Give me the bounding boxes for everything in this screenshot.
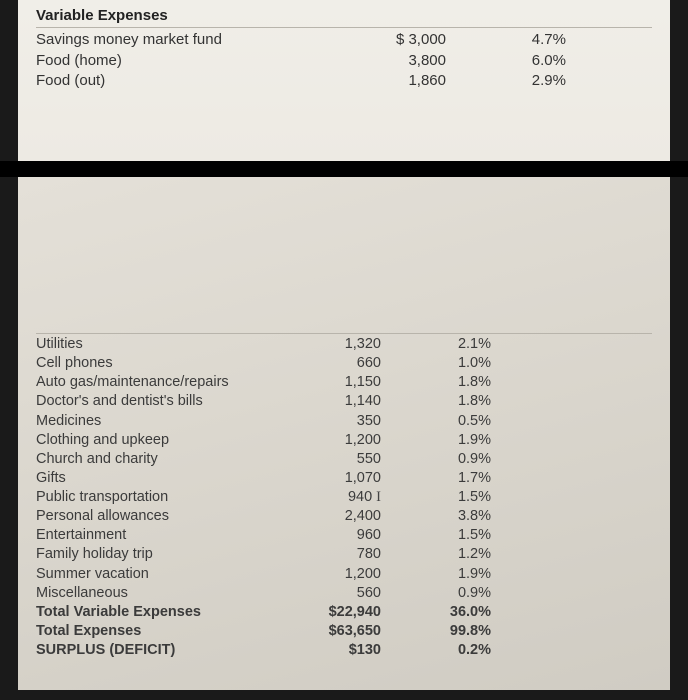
bottom.rows-label: Miscellaneous — [36, 584, 271, 603]
bottom.rows-row: Entertainment9601.5% — [36, 526, 652, 545]
bottom.rows-label: Family holiday trip — [36, 545, 271, 564]
bottom.rows-percent: 0.9% — [391, 584, 491, 603]
bottom.rows-row: Summer vacation1,2001.9% — [36, 565, 652, 584]
bottom.rows-row: Doctor's and dentist's bills1,1401.8% — [36, 392, 652, 411]
bottom.totals-percent: 0.2% — [391, 641, 491, 660]
bottom.rows-row: Auto gas/maintenance/repairs1,1501.8% — [36, 373, 652, 392]
bottom.rows-row: Public transportation940I1.5% — [36, 488, 652, 507]
bottom.rows-label: Entertainment — [36, 526, 271, 545]
top.rows-amount: 1,860 — [306, 71, 456, 91]
bottom.rows-amount: 1,320 — [271, 335, 391, 354]
bottom.totals-row: SURPLUS (DEFICIT)$1300.2% — [36, 641, 652, 660]
bottom.rows-percent: 1.5% — [391, 488, 491, 507]
top.rows-amount: $ 3,000 — [306, 30, 456, 50]
bottom.rows-row: Clothing and upkeep1,2001.9% — [36, 431, 652, 450]
top.rows-row: Food (home)3,8006.0% — [36, 51, 652, 71]
bottom.rows-label: Personal allowances — [36, 507, 271, 526]
top.rows-row: Food (out)1,8602.9% — [36, 71, 652, 91]
bottom.rows-row: Church and charity5500.9% — [36, 450, 652, 469]
variable-expenses-header: Variable Expenses — [36, 6, 652, 28]
header-label: Variable Expenses — [36, 6, 306, 26]
bottom.rows-row: Personal allowances2,4003.8% — [36, 507, 652, 526]
bottom-section: Utilities1,3202.1%Cell phones6601.0%Auto… — [18, 177, 670, 690]
bottom.rows-amount: 350 — [271, 412, 391, 431]
top-section: Variable Expenses Savings money market f… — [18, 0, 670, 161]
page-divider — [0, 161, 688, 177]
bottom.rows-amount: 940I — [271, 488, 391, 507]
bottom.rows-percent: 1.9% — [391, 431, 491, 450]
bottom.rows-percent: 3.8% — [391, 507, 491, 526]
text-cursor-icon: I — [376, 489, 381, 505]
rule-line — [36, 333, 652, 334]
bottom.rows-amount: 550 — [271, 450, 391, 469]
bottom.rows-label: Gifts — [36, 469, 271, 488]
bottom.rows-percent: 0.5% — [391, 412, 491, 431]
bottom.rows-label: Utilities — [36, 335, 271, 354]
top.rows-percent: 2.9% — [456, 71, 566, 91]
top.rows-label: Savings money market fund — [36, 30, 306, 50]
bottom.rows-row: Medicines3500.5% — [36, 412, 652, 431]
bottom.totals-row: Total Expenses$63,65099.8% — [36, 622, 652, 641]
bottom.totals-label: SURPLUS (DEFICIT) — [36, 641, 271, 660]
bottom.rows-label: Cell phones — [36, 354, 271, 373]
bottom.rows-row: Gifts1,0701.7% — [36, 469, 652, 488]
bottom.rows-label: Public transportation — [36, 488, 271, 507]
bottom.rows-amount: 2,400 — [271, 507, 391, 526]
bottom.rows-label: Doctor's and dentist's bills — [36, 392, 271, 411]
bottom.totals-label: Total Expenses — [36, 622, 271, 641]
bottom.rows-amount: 960 — [271, 526, 391, 545]
bottom.rows-percent: 1.5% — [391, 526, 491, 545]
bottom.rows-row: Family holiday trip7801.2% — [36, 545, 652, 564]
bottom.rows-label: Medicines — [36, 412, 271, 431]
bottom.rows-amount: 1,070 — [271, 469, 391, 488]
bottom.totals-percent: 36.0% — [391, 603, 491, 622]
bottom.rows-label: Summer vacation — [36, 565, 271, 584]
bottom.rows-percent: 2.1% — [391, 335, 491, 354]
bottom.rows-percent: 0.9% — [391, 450, 491, 469]
top.rows-row: Savings money market fund$ 3,0004.7% — [36, 30, 652, 50]
bottom.rows-amount: 1,200 — [271, 431, 391, 450]
bottom.totals-amount: $130 — [271, 641, 391, 660]
bottom.rows-percent: 1.8% — [391, 392, 491, 411]
bottom.rows-percent: 1.8% — [391, 373, 491, 392]
bottom.rows-amount: 660 — [271, 354, 391, 373]
bottom.totals-amount: $22,940 — [271, 603, 391, 622]
bottom.rows-label: Clothing and upkeep — [36, 431, 271, 450]
bottom.rows-amount: 560 — [271, 584, 391, 603]
bottom.rows-amount: 1,140 — [271, 392, 391, 411]
bottom.rows-label: Church and charity — [36, 450, 271, 469]
top.rows-amount: 3,800 — [306, 51, 456, 71]
bottom.rows-percent: 1.0% — [391, 354, 491, 373]
bottom.totals-label: Total Variable Expenses — [36, 603, 271, 622]
bottom.rows-row: Miscellaneous5600.9% — [36, 584, 652, 603]
bottom.rows-row: Cell phones6601.0% — [36, 354, 652, 373]
bottom.rows-amount: 780 — [271, 545, 391, 564]
bottom.rows-amount: 1,150 — [271, 373, 391, 392]
bottom.rows-amount: 1,200 — [271, 565, 391, 584]
bottom.rows-row: Utilities1,3202.1% — [36, 335, 652, 354]
bottom.totals-amount: $63,650 — [271, 622, 391, 641]
top.rows-percent: 4.7% — [456, 30, 566, 50]
bottom.rows-percent: 1.2% — [391, 545, 491, 564]
expense-page: Variable Expenses Savings money market f… — [18, 0, 670, 690]
top.rows-label: Food (out) — [36, 71, 306, 91]
bottom.rows-label: Auto gas/maintenance/repairs — [36, 373, 271, 392]
bottom.rows-percent: 1.9% — [391, 565, 491, 584]
bottom.totals-row: Total Variable Expenses$22,94036.0% — [36, 603, 652, 622]
top.rows-label: Food (home) — [36, 51, 306, 71]
bottom.totals-percent: 99.8% — [391, 622, 491, 641]
top.rows-percent: 6.0% — [456, 51, 566, 71]
bottom.rows-percent: 1.7% — [391, 469, 491, 488]
